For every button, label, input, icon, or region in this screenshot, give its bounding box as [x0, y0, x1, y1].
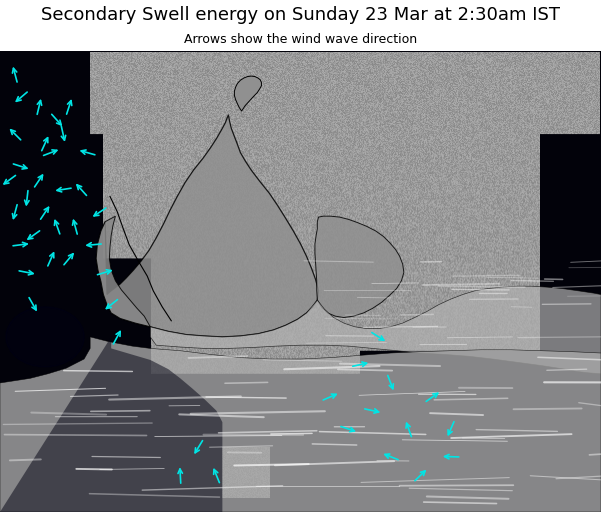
Polygon shape	[96, 216, 150, 327]
Polygon shape	[315, 216, 404, 317]
Circle shape	[6, 307, 84, 367]
Text: Secondary Swell energy on Sunday 23 Mar at 2:30am IST: Secondary Swell energy on Sunday 23 Mar …	[41, 6, 560, 25]
Polygon shape	[0, 337, 222, 512]
Text: Arrows show the wind wave direction: Arrows show the wind wave direction	[184, 33, 417, 47]
Polygon shape	[150, 286, 601, 374]
Polygon shape	[0, 337, 601, 512]
Polygon shape	[96, 115, 319, 337]
Polygon shape	[234, 76, 261, 111]
